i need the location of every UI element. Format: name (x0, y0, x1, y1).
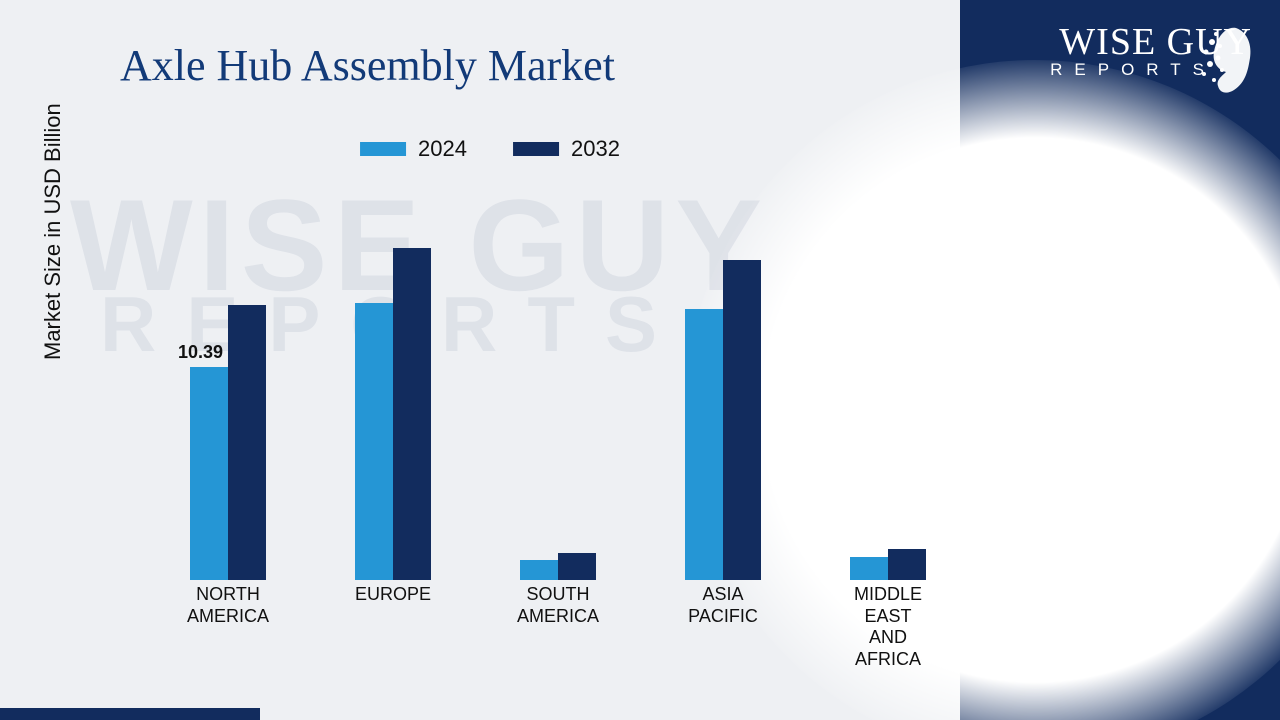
bar-group (520, 553, 596, 580)
legend-swatch-2024 (360, 142, 406, 156)
category-label: SOUTH AMERICA (493, 584, 623, 627)
bar (190, 367, 228, 580)
bar (558, 553, 596, 580)
logo-text-sub: REPORTS (1050, 60, 1216, 80)
bar (355, 303, 393, 580)
bar (520, 560, 558, 581)
legend-item-2024: 2024 (360, 136, 467, 162)
brand-logo: WISE GUY REPORTS (1050, 20, 1252, 80)
bar (228, 305, 266, 580)
bar (685, 309, 723, 580)
chart-title: Axle Hub Assembly Market (120, 40, 615, 91)
bar (850, 557, 888, 580)
bar (723, 260, 761, 580)
legend-item-2032: 2032 (513, 136, 620, 162)
category-label: ASIA PACIFIC (658, 584, 788, 627)
plot-area: NORTH AMERICA10.39EUROPESOUTH AMERICAASI… (130, 170, 920, 580)
chart-container: Market Size in USD Billion 2024 2032 NOR… (60, 130, 920, 690)
bar (393, 248, 431, 580)
category-label: MIDDLE EAST AND AFRICA (823, 584, 953, 670)
bar (888, 549, 926, 580)
bottom-accent-bar (0, 708, 260, 720)
legend-swatch-2032 (513, 142, 559, 156)
brain-icon (1198, 24, 1254, 96)
legend-label-2024: 2024 (418, 136, 467, 162)
legend: 2024 2032 (360, 136, 620, 162)
category-label: NORTH AMERICA (163, 584, 293, 627)
y-axis-label: Market Size in USD Billion (40, 103, 66, 360)
category-label: EUROPE (328, 584, 458, 606)
bar-group (850, 549, 926, 580)
value-label: 10.39 (178, 342, 223, 363)
canvas: WISE GUY REPORTS WISE GUY REPORTS Axle H… (0, 0, 1280, 720)
legend-label-2032: 2032 (571, 136, 620, 162)
bar-group (355, 248, 431, 580)
bar-group (685, 260, 761, 580)
